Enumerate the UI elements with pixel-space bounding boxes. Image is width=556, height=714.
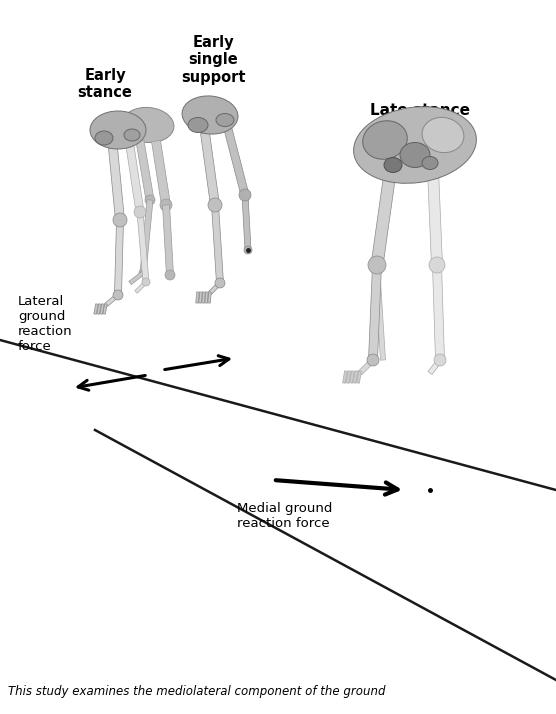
Text: Early
single
support: Early single support	[181, 35, 245, 85]
Polygon shape	[205, 292, 208, 303]
Polygon shape	[94, 303, 98, 314]
Circle shape	[244, 246, 252, 254]
Circle shape	[160, 199, 172, 211]
Ellipse shape	[188, 118, 208, 133]
Polygon shape	[162, 205, 173, 275]
Polygon shape	[358, 358, 375, 375]
Polygon shape	[350, 371, 354, 383]
Polygon shape	[135, 281, 147, 293]
Ellipse shape	[124, 129, 140, 141]
Circle shape	[113, 213, 127, 227]
Text: Lateral
ground
reaction
force: Lateral ground reaction force	[18, 295, 73, 353]
Polygon shape	[103, 303, 107, 314]
Polygon shape	[342, 371, 348, 383]
Polygon shape	[356, 371, 361, 383]
Circle shape	[134, 206, 146, 218]
Text: This study examines the mediolateral component of the ground: This study examines the mediolateral com…	[8, 685, 385, 698]
Circle shape	[142, 278, 150, 286]
Polygon shape	[428, 170, 443, 265]
Polygon shape	[211, 205, 224, 283]
Ellipse shape	[182, 96, 238, 134]
Polygon shape	[353, 371, 358, 383]
Polygon shape	[224, 128, 249, 196]
Polygon shape	[196, 292, 199, 303]
Polygon shape	[136, 141, 154, 201]
Polygon shape	[115, 220, 123, 295]
Circle shape	[368, 256, 386, 274]
Polygon shape	[433, 265, 444, 360]
Polygon shape	[242, 195, 251, 250]
Text: Late stance: Late stance	[370, 103, 470, 118]
Circle shape	[367, 354, 379, 366]
Polygon shape	[105, 293, 120, 306]
Ellipse shape	[384, 158, 402, 173]
Polygon shape	[369, 265, 381, 360]
Ellipse shape	[90, 111, 146, 149]
Ellipse shape	[422, 117, 464, 153]
Circle shape	[208, 198, 222, 212]
Ellipse shape	[363, 121, 408, 159]
Circle shape	[139, 269, 147, 277]
Polygon shape	[202, 292, 205, 303]
Polygon shape	[108, 148, 125, 221]
Polygon shape	[152, 141, 171, 206]
Ellipse shape	[400, 143, 430, 168]
Polygon shape	[208, 281, 221, 294]
Polygon shape	[97, 303, 101, 314]
Polygon shape	[428, 358, 442, 375]
Circle shape	[165, 270, 175, 280]
Polygon shape	[137, 212, 149, 282]
Ellipse shape	[216, 114, 234, 126]
Polygon shape	[201, 132, 220, 206]
Circle shape	[145, 195, 155, 205]
Polygon shape	[375, 265, 385, 360]
Ellipse shape	[354, 106, 476, 183]
Polygon shape	[371, 172, 396, 266]
Polygon shape	[346, 371, 351, 383]
Circle shape	[113, 290, 123, 300]
Circle shape	[429, 257, 445, 273]
Polygon shape	[100, 303, 104, 314]
Polygon shape	[140, 200, 153, 273]
Polygon shape	[126, 146, 144, 213]
Circle shape	[239, 189, 251, 201]
Text: Medial ground
reaction force: Medial ground reaction force	[237, 502, 332, 530]
Ellipse shape	[422, 156, 438, 169]
Ellipse shape	[122, 107, 174, 143]
Circle shape	[434, 354, 446, 366]
Circle shape	[215, 278, 225, 288]
Text: Early
stance: Early stance	[78, 68, 132, 101]
Polygon shape	[198, 292, 202, 303]
Ellipse shape	[95, 131, 113, 145]
Polygon shape	[208, 292, 211, 303]
Polygon shape	[129, 271, 144, 285]
